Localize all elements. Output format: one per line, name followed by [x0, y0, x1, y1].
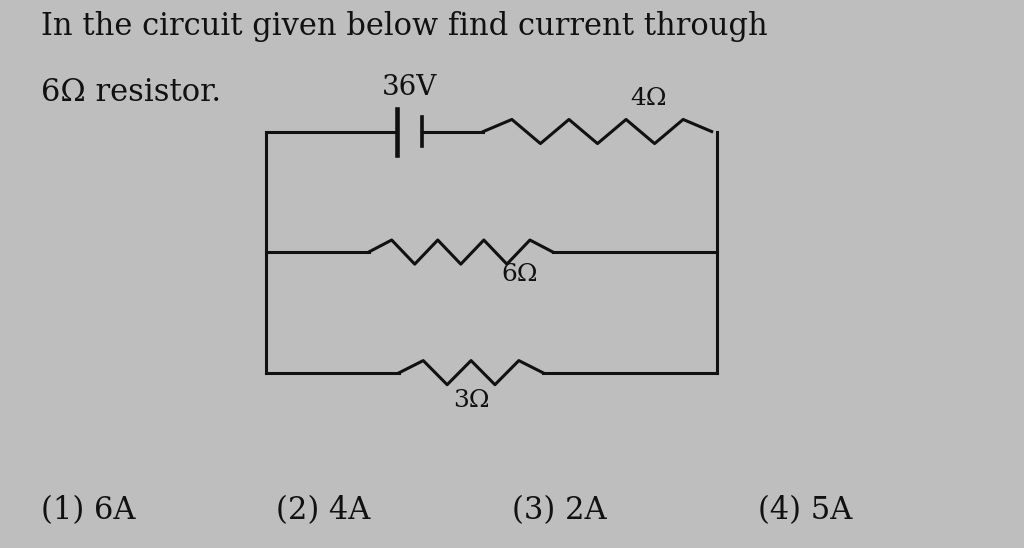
Text: 6Ω: 6Ω [502, 263, 539, 286]
Text: 3Ω: 3Ω [453, 389, 489, 412]
Text: In the circuit given below find current through: In the circuit given below find current … [41, 11, 768, 42]
Text: (3) 2A: (3) 2A [512, 495, 606, 526]
Text: 4Ω: 4Ω [631, 87, 667, 110]
Text: 6Ω resistor.: 6Ω resistor. [41, 77, 221, 108]
Text: 36V: 36V [382, 75, 437, 101]
Text: (2) 4A: (2) 4A [276, 495, 371, 526]
Text: (4) 5A: (4) 5A [758, 495, 852, 526]
Text: (1) 6A: (1) 6A [41, 495, 135, 526]
